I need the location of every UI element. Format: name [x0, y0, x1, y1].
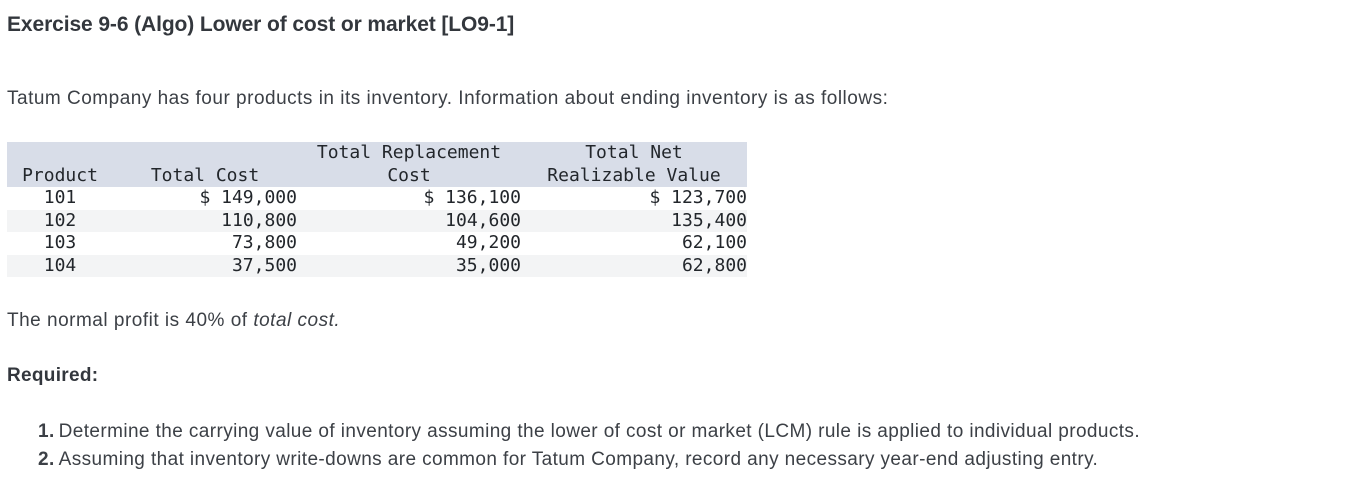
column-header-line1: Total Net: [585, 142, 683, 163]
normal-profit-note: The normal profit is 40% of total cost.: [7, 309, 1372, 333]
cell-total-cost: 37,500: [231, 254, 297, 276]
note-prefix: The normal profit is 40% of: [7, 310, 254, 331]
requirement-text: Assuming that inventory write-downs are …: [58, 449, 1099, 470]
column-header-line2: Cost: [387, 164, 431, 186]
cell-net-realizable-value: 135,400: [671, 209, 747, 231]
requirement-2: 2. Assuming that inventory write-downs ar…: [38, 446, 1372, 474]
column-header-line2: Realizable Value: [547, 164, 721, 186]
column-header-line1: Total Replacement: [316, 142, 502, 163]
column-header-total-cost: Total Cost: [113, 142, 297, 187]
cell-replacement-cost: 35,000: [455, 254, 521, 276]
cell-net-realizable-value: $ 123,700: [649, 187, 747, 208]
requirement-text: Determine the carrying value of inventor…: [58, 421, 1140, 442]
cell-product: 103: [43, 232, 77, 253]
intro-text: Tatum Company has four products in its i…: [7, 88, 889, 109]
cell-net-realizable-value: 62,100: [681, 232, 747, 253]
column-header-line1: [7, 142, 113, 165]
requirements-list: 1. Determine the carrying value of invent…: [7, 418, 1372, 474]
requirement-number: 1.: [38, 421, 55, 442]
cell-replacement-cost: 104,600: [445, 209, 521, 231]
column-header-product: Product: [7, 142, 113, 187]
cell-net-realizable-value: 62,800: [681, 254, 747, 276]
cell-total-cost: 110,800: [221, 209, 297, 231]
column-header-replacement-cost: Total Replacement Cost: [297, 142, 521, 187]
note-italic: total cost.: [253, 310, 341, 331]
requirement-1: 1. Determine the carrying value of invent…: [38, 418, 1372, 446]
cell-replacement-cost: $ 136,100: [423, 187, 521, 208]
table-row: 102 110,800 104,600 135,400: [7, 209, 747, 232]
requirement-number: 2.: [38, 449, 55, 470]
column-header-net-realizable-value: Total Net Realizable Value: [521, 142, 747, 187]
table-header-row: Product Total Cost Total Replacement Cos…: [7, 142, 747, 187]
table-row: 101 $ 149,000 $ 136,100 $ 123,700: [7, 187, 747, 210]
column-header-line2: Total Cost: [150, 164, 260, 186]
cell-total-cost: 73,800: [231, 232, 297, 253]
cell-product: 102: [43, 209, 77, 231]
page-title: Exercise 9-6 (Algo) Lower of cost or mar…: [7, 13, 515, 36]
cell-product: 101: [43, 187, 77, 208]
cell-total-cost: $ 149,000: [199, 187, 297, 208]
inventory-table: Product Total Cost Total Replacement Cos…: [7, 142, 747, 277]
column-header-line2: Product: [22, 164, 98, 186]
column-header-line1: [113, 142, 297, 165]
exercise-page: Exercise 9-6 (Algo) Lower of cost or mar…: [7, 13, 1372, 474]
cell-product: 104: [43, 254, 77, 276]
cell-replacement-cost: 49,200: [455, 232, 521, 253]
table-row: 103 73,800 49,200 62,100: [7, 232, 747, 255]
table-row: 104 37,500 35,000 62,800: [7, 254, 747, 277]
required-label: Required:: [7, 365, 99, 386]
